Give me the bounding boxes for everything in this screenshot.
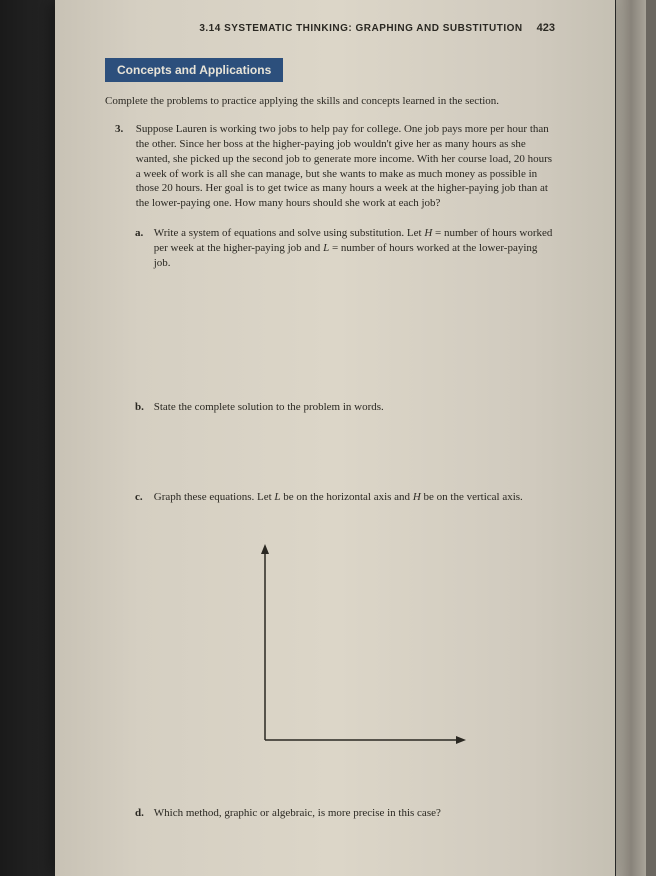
concepts-title: Concepts and Applications [117,63,271,77]
problem-3: 3. Suppose Lauren is working two jobs to… [115,122,555,211]
left-shadow [0,0,55,876]
intro-text: Complete the problems to practice applyi… [105,94,555,109]
graph-axes [245,540,475,760]
part-c: c. Graph these equations. Let L be on th… [135,490,555,505]
part-a: a. Write a system of equations and solve… [135,226,555,271]
page: 3.14 SYSTEMATIC THINKING: GRAPHING AND S… [55,0,615,876]
problem-number: 3. [115,122,133,137]
part-b-letter: b. [135,400,151,415]
part-d-text: Which method, graphic or algebraic, is m… [154,806,554,821]
part-a-text: Write a system of equations and solve us… [154,226,554,271]
section-title: 3.14 SYSTEMATIC THINKING: GRAPHING AND S… [199,23,522,34]
part-c-text: Graph these equations. Let L be on the h… [154,490,554,505]
graph-svg [245,540,475,760]
concepts-box: Concepts and Applications [105,58,283,82]
header: 3.14 SYSTEMATIC THINKING: GRAPHING AND S… [199,22,555,34]
part-c-letter: c. [135,490,151,505]
page-number: 423 [537,22,555,34]
part-d: d. Which method, graphic or algebraic, i… [135,806,555,821]
part-a-letter: a. [135,226,151,241]
page-edge-right [616,0,646,876]
part-b-text: State the complete solution to the probl… [154,400,554,415]
x-arrow-icon [456,736,466,744]
problem-text: Suppose Lauren is working two jobs to he… [136,122,554,211]
y-arrow-icon [261,544,269,554]
page-edge-far [646,0,656,876]
part-d-letter: d. [135,806,151,821]
part-b: b. State the complete solution to the pr… [135,400,555,415]
